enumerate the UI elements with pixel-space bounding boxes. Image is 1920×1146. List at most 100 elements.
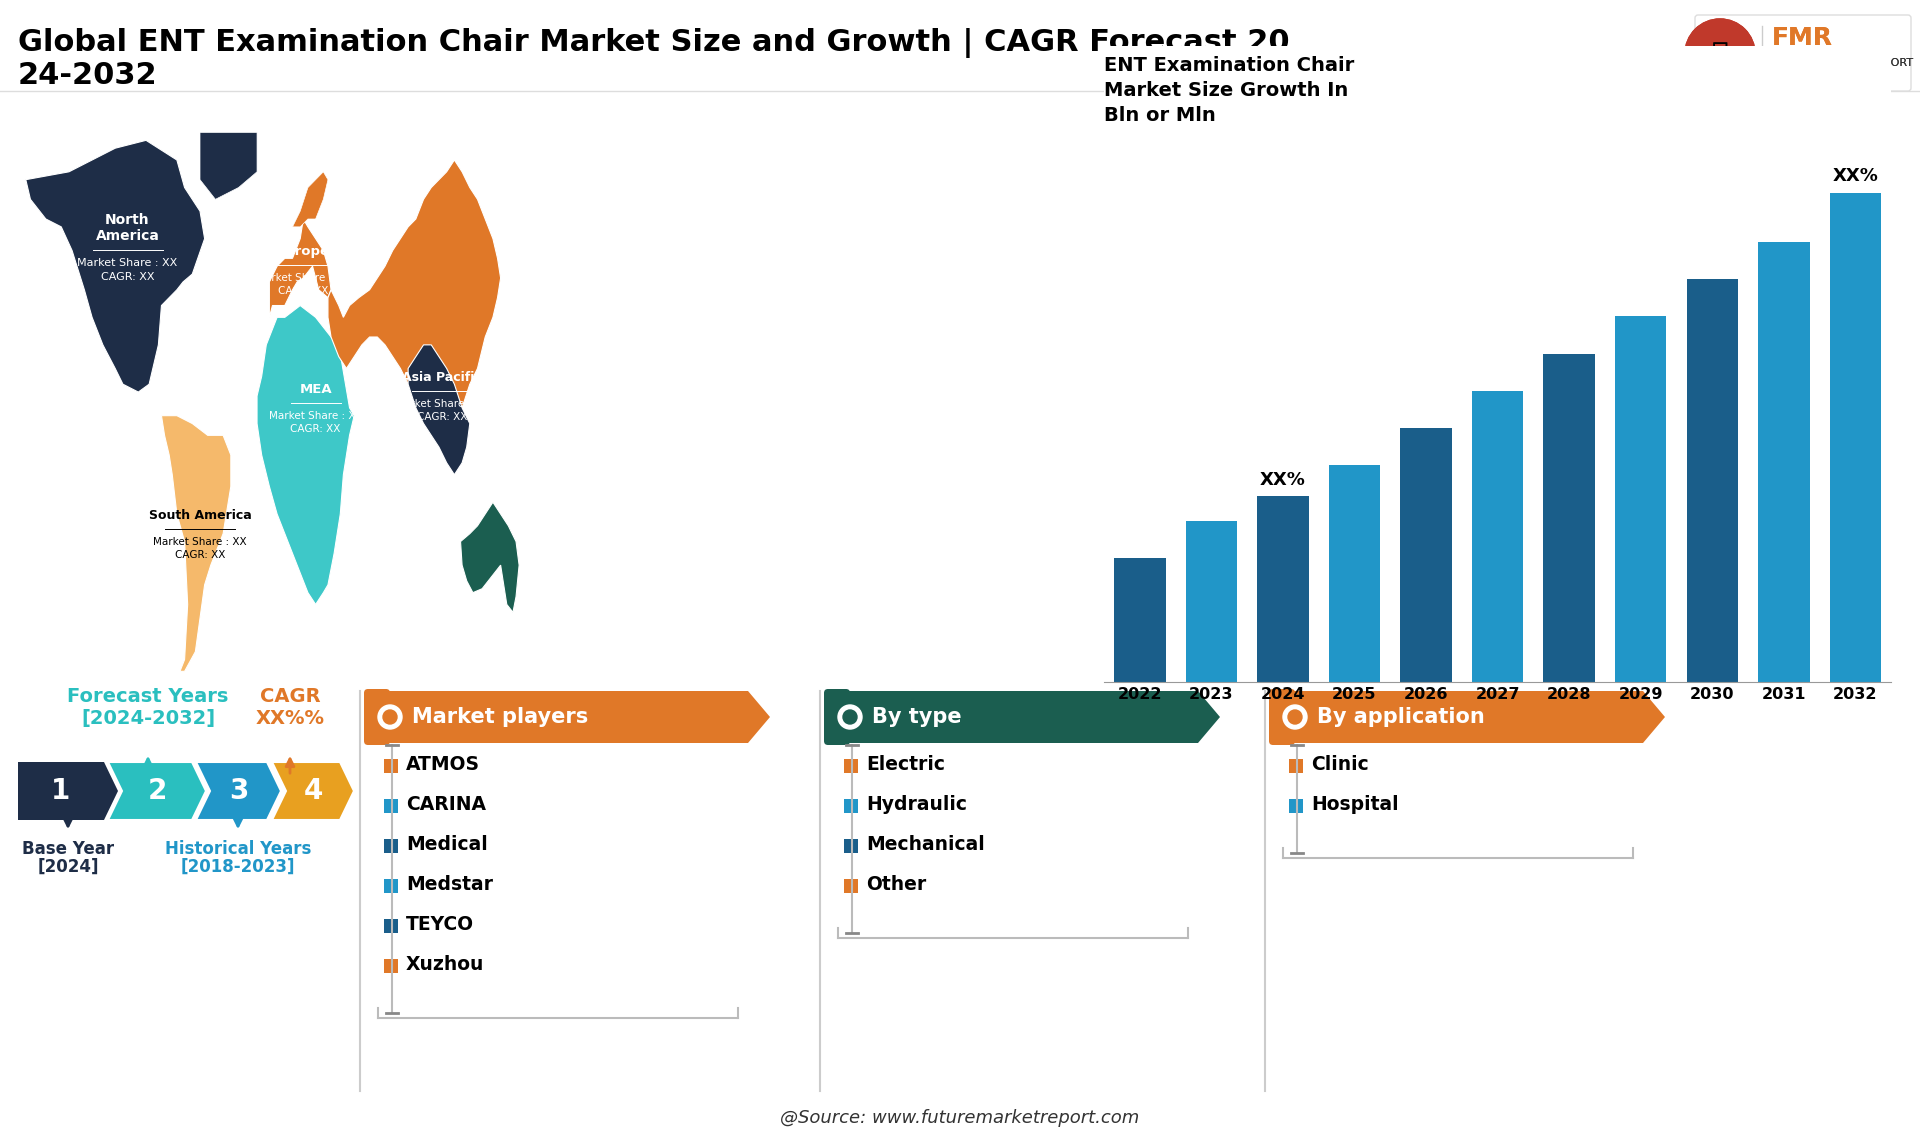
Polygon shape <box>409 345 470 474</box>
Text: North
America: North America <box>96 213 159 243</box>
Text: Electric: Electric <box>866 755 945 775</box>
Text: Market Share : XX: Market Share : XX <box>396 399 490 409</box>
FancyBboxPatch shape <box>845 879 858 893</box>
Bar <box>1686 280 1738 682</box>
Polygon shape <box>269 219 330 317</box>
Text: Clinic: Clinic <box>1311 755 1369 775</box>
FancyBboxPatch shape <box>1269 689 1294 745</box>
Text: 3: 3 <box>228 777 248 804</box>
Bar <box>1473 391 1523 682</box>
Bar <box>1400 427 1452 682</box>
FancyBboxPatch shape <box>845 839 858 853</box>
Polygon shape <box>328 160 501 447</box>
Text: FMR: FMR <box>1772 26 1834 50</box>
Polygon shape <box>161 416 230 672</box>
Text: Other: Other <box>866 876 925 895</box>
Bar <box>1258 496 1309 682</box>
Bar <box>1615 316 1667 682</box>
Polygon shape <box>461 502 518 612</box>
Circle shape <box>1686 19 1755 89</box>
Text: Historical Years: Historical Years <box>165 840 311 858</box>
Polygon shape <box>1283 691 1665 743</box>
FancyBboxPatch shape <box>384 919 397 933</box>
Bar <box>1544 354 1596 682</box>
Text: Base Year: Base Year <box>21 840 113 858</box>
Text: FUTURE MARKET REPORT: FUTURE MARKET REPORT <box>1772 58 1912 68</box>
Circle shape <box>1686 19 1755 89</box>
Text: FMR: FMR <box>1772 26 1834 50</box>
Text: [2018-2023]: [2018-2023] <box>180 858 296 876</box>
Text: Europe: Europe <box>276 245 330 258</box>
Text: Xuzhou: Xuzhou <box>405 956 484 974</box>
Circle shape <box>1288 711 1302 724</box>
Text: Asia Pacific: Asia Pacific <box>401 371 482 384</box>
Text: Market Share : XX: Market Share : XX <box>269 410 363 421</box>
Text: Market Share : XX: Market Share : XX <box>77 258 179 268</box>
Text: XX%%: XX%% <box>255 709 324 728</box>
Text: [2024-2032]: [2024-2032] <box>81 709 215 728</box>
Text: Market players: Market players <box>413 707 588 727</box>
FancyBboxPatch shape <box>384 959 397 973</box>
Bar <box>1830 193 1882 682</box>
FancyBboxPatch shape <box>384 799 397 813</box>
FancyBboxPatch shape <box>384 839 397 853</box>
Text: Forecast Years: Forecast Years <box>67 686 228 706</box>
Circle shape <box>843 711 856 724</box>
Text: Global ENT Examination Chair Market Size and Growth | CAGR Forecast 20: Global ENT Examination Chair Market Size… <box>17 28 1290 58</box>
FancyBboxPatch shape <box>824 689 851 745</box>
Text: XX%: XX% <box>1260 471 1306 488</box>
Text: Mechanical: Mechanical <box>866 835 985 855</box>
Text: 2: 2 <box>148 777 167 804</box>
Text: CAGR: XX: CAGR: XX <box>417 413 467 422</box>
Text: Hospital: Hospital <box>1311 795 1398 815</box>
Text: FUTURE MARKET REPORT: FUTURE MARKET REPORT <box>1772 58 1912 68</box>
Text: South America: South America <box>148 509 252 521</box>
FancyBboxPatch shape <box>384 879 397 893</box>
FancyBboxPatch shape <box>845 799 858 813</box>
Text: @Source: www.futuremarketreport.com: @Source: www.futuremarketreport.com <box>780 1109 1140 1127</box>
Polygon shape <box>108 762 205 821</box>
Text: CAGR: XX: CAGR: XX <box>278 286 328 296</box>
Circle shape <box>382 711 397 724</box>
FancyBboxPatch shape <box>1288 759 1304 774</box>
Text: CAGR: XX: CAGR: XX <box>100 273 154 282</box>
Text: 4: 4 <box>303 777 323 804</box>
FancyBboxPatch shape <box>365 689 390 745</box>
Bar <box>1759 242 1811 682</box>
Text: Market Share : XX: Market Share : XX <box>257 273 349 283</box>
Polygon shape <box>257 306 353 604</box>
FancyBboxPatch shape <box>1288 799 1304 813</box>
Text: CARINA: CARINA <box>405 795 486 815</box>
Polygon shape <box>292 172 328 227</box>
Polygon shape <box>378 691 770 743</box>
Bar <box>1329 465 1380 682</box>
Text: CAGR: XX: CAGR: XX <box>175 550 225 559</box>
Text: 🦅: 🦅 <box>1713 40 1728 68</box>
Text: ATMOS: ATMOS <box>405 755 480 775</box>
Text: Market Share : XX: Market Share : XX <box>154 536 248 547</box>
Text: 24-2032: 24-2032 <box>17 61 157 91</box>
Polygon shape <box>273 762 353 821</box>
FancyBboxPatch shape <box>1695 15 1910 91</box>
Polygon shape <box>25 140 205 392</box>
Text: XX%: XX% <box>1832 167 1878 186</box>
Text: 🦅: 🦅 <box>1713 40 1728 68</box>
Text: By application: By application <box>1317 707 1484 727</box>
Polygon shape <box>200 133 257 199</box>
Text: By type: By type <box>872 707 962 727</box>
Circle shape <box>1283 705 1308 729</box>
Text: [2024]: [2024] <box>36 858 98 876</box>
FancyBboxPatch shape <box>384 759 397 774</box>
Text: MEA: MEA <box>300 383 332 395</box>
FancyBboxPatch shape <box>845 759 858 774</box>
Text: CAGR: XX: CAGR: XX <box>290 424 342 434</box>
Text: Medical: Medical <box>405 835 488 855</box>
Polygon shape <box>17 762 117 821</box>
Text: Hydraulic: Hydraulic <box>866 795 968 815</box>
Text: CAGR: CAGR <box>259 686 321 706</box>
Bar <box>1185 520 1236 682</box>
Text: 1: 1 <box>52 777 71 804</box>
Polygon shape <box>837 691 1219 743</box>
Circle shape <box>378 705 401 729</box>
Text: TEYCO: TEYCO <box>405 916 474 934</box>
